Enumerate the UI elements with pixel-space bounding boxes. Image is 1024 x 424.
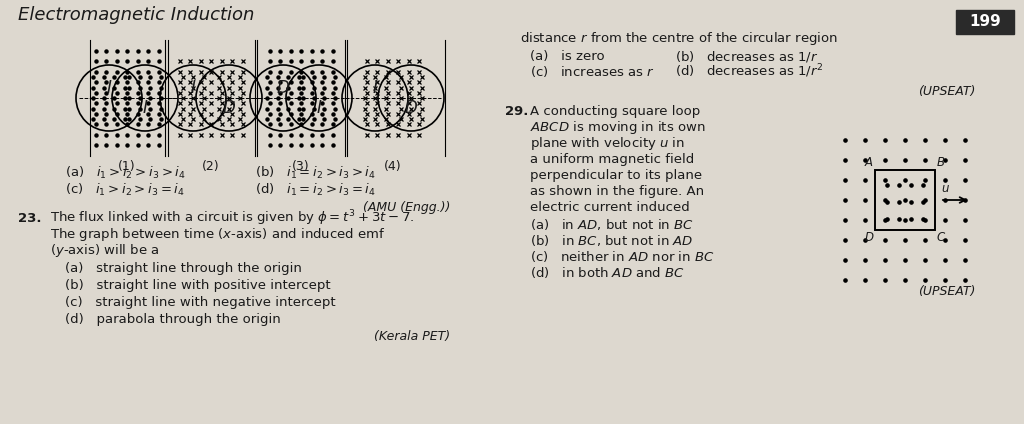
Text: (c)   $i_1 > i_2 > i_3 = i_4$: (c) $i_1 > i_2 > i_3 = i_4$ [65, 182, 185, 198]
Text: (d)   decreases as $1/r^2$: (d) decreases as $1/r^2$ [675, 63, 823, 80]
Text: $A$: $A$ [864, 156, 874, 169]
Text: $D$: $D$ [276, 79, 290, 97]
Text: $ABCD$ is moving in its own: $ABCD$ is moving in its own [530, 119, 706, 136]
Text: $I$: $I$ [105, 79, 113, 97]
Bar [956, 10, 1014, 34]
Text: (d)   parabola through the origin: (d) parabola through the origin [65, 313, 281, 326]
Bar [874, 170, 935, 230]
Text: $B$: $B$ [936, 156, 945, 169]
Text: The graph between time ($x$-axis) and induced emf: The graph between time ($x$-axis) and in… [50, 226, 385, 243]
Text: (a)   in $AD$, but not in $BC$: (a) in $AD$, but not in $BC$ [530, 217, 694, 232]
Text: (2): (2) [202, 160, 220, 173]
Text: as shown in the figure. An: as shown in the figure. An [530, 185, 705, 198]
Text: (4): (4) [384, 160, 401, 173]
Text: $D$: $D$ [222, 99, 236, 117]
Text: (c)   neither in $AD$ nor in $BC$: (c) neither in $AD$ nor in $BC$ [530, 249, 715, 264]
Text: $I$: $I$ [189, 79, 197, 97]
Text: $C$: $C$ [936, 231, 946, 244]
Text: (3): (3) [292, 160, 310, 173]
Text: ($y$-axis) will be a: ($y$-axis) will be a [50, 242, 160, 259]
Text: perpendicular to its plane: perpendicular to its plane [530, 169, 702, 182]
Text: $I$: $I$ [372, 79, 378, 97]
Text: $u$: $u$ [941, 182, 950, 195]
Text: $D$: $D$ [863, 231, 874, 244]
Text: electric current induced: electric current induced [530, 201, 690, 214]
Text: distance $r$ from the centre of the circular region: distance $r$ from the centre of the circ… [520, 30, 838, 47]
Text: (b)   decreases as $1/r$: (b) decreases as $1/r$ [675, 48, 818, 64]
Text: (c)   straight line with negative intercept: (c) straight line with negative intercep… [65, 296, 336, 309]
Text: (UPSEAT): (UPSEAT) [918, 285, 975, 298]
Text: The flux linked with a circuit is given by $\phi = t^3 + 3t - 7$.: The flux linked with a circuit is given … [50, 208, 415, 228]
Text: (d)   in both $AD$ and $BC$: (d) in both $AD$ and $BC$ [530, 265, 685, 280]
Text: 199: 199 [969, 14, 1000, 30]
Text: (c)   increases as $r$: (c) increases as $r$ [530, 64, 655, 79]
Text: (Kerala PET): (Kerala PET) [374, 330, 450, 343]
Text: $D$: $D$ [404, 99, 418, 117]
Text: (a)   $i_1 > i_2 > i_3 > i_4$: (a) $i_1 > i_2 > i_3 > i_4$ [65, 165, 185, 181]
Text: (d)   $i_1 = i_2 > i_3 = i_4$: (d) $i_1 = i_2 > i_3 = i_4$ [255, 182, 376, 198]
Text: Electromagnetic Induction: Electromagnetic Induction [18, 6, 254, 24]
Text: $I$: $I$ [141, 99, 148, 117]
Text: (a)   straight line through the origin: (a) straight line through the origin [65, 262, 302, 275]
Text: (AMU (Engg.)): (AMU (Engg.)) [362, 201, 450, 214]
Text: (b)   in $BC$, but not in $AD$: (b) in $BC$, but not in $AD$ [530, 233, 693, 248]
Text: (b)   $i_1 = i_2 > i_3 > i_4$: (b) $i_1 = i_2 > i_3 > i_4$ [255, 165, 376, 181]
Text: (1): (1) [118, 160, 136, 173]
Text: 23.: 23. [18, 212, 42, 225]
Text: a uniform magnetic field: a uniform magnetic field [530, 153, 694, 166]
Text: 29.: 29. [505, 105, 528, 118]
Text: (b)   straight line with positive intercept: (b) straight line with positive intercep… [65, 279, 331, 292]
Text: $I$: $I$ [315, 99, 323, 117]
Text: plane with velocity $u$ in: plane with velocity $u$ in [530, 135, 685, 152]
Text: (a)   is zero: (a) is zero [530, 50, 604, 63]
Text: (UPSEAT): (UPSEAT) [918, 85, 975, 98]
Text: A conducting square loop: A conducting square loop [530, 105, 700, 118]
